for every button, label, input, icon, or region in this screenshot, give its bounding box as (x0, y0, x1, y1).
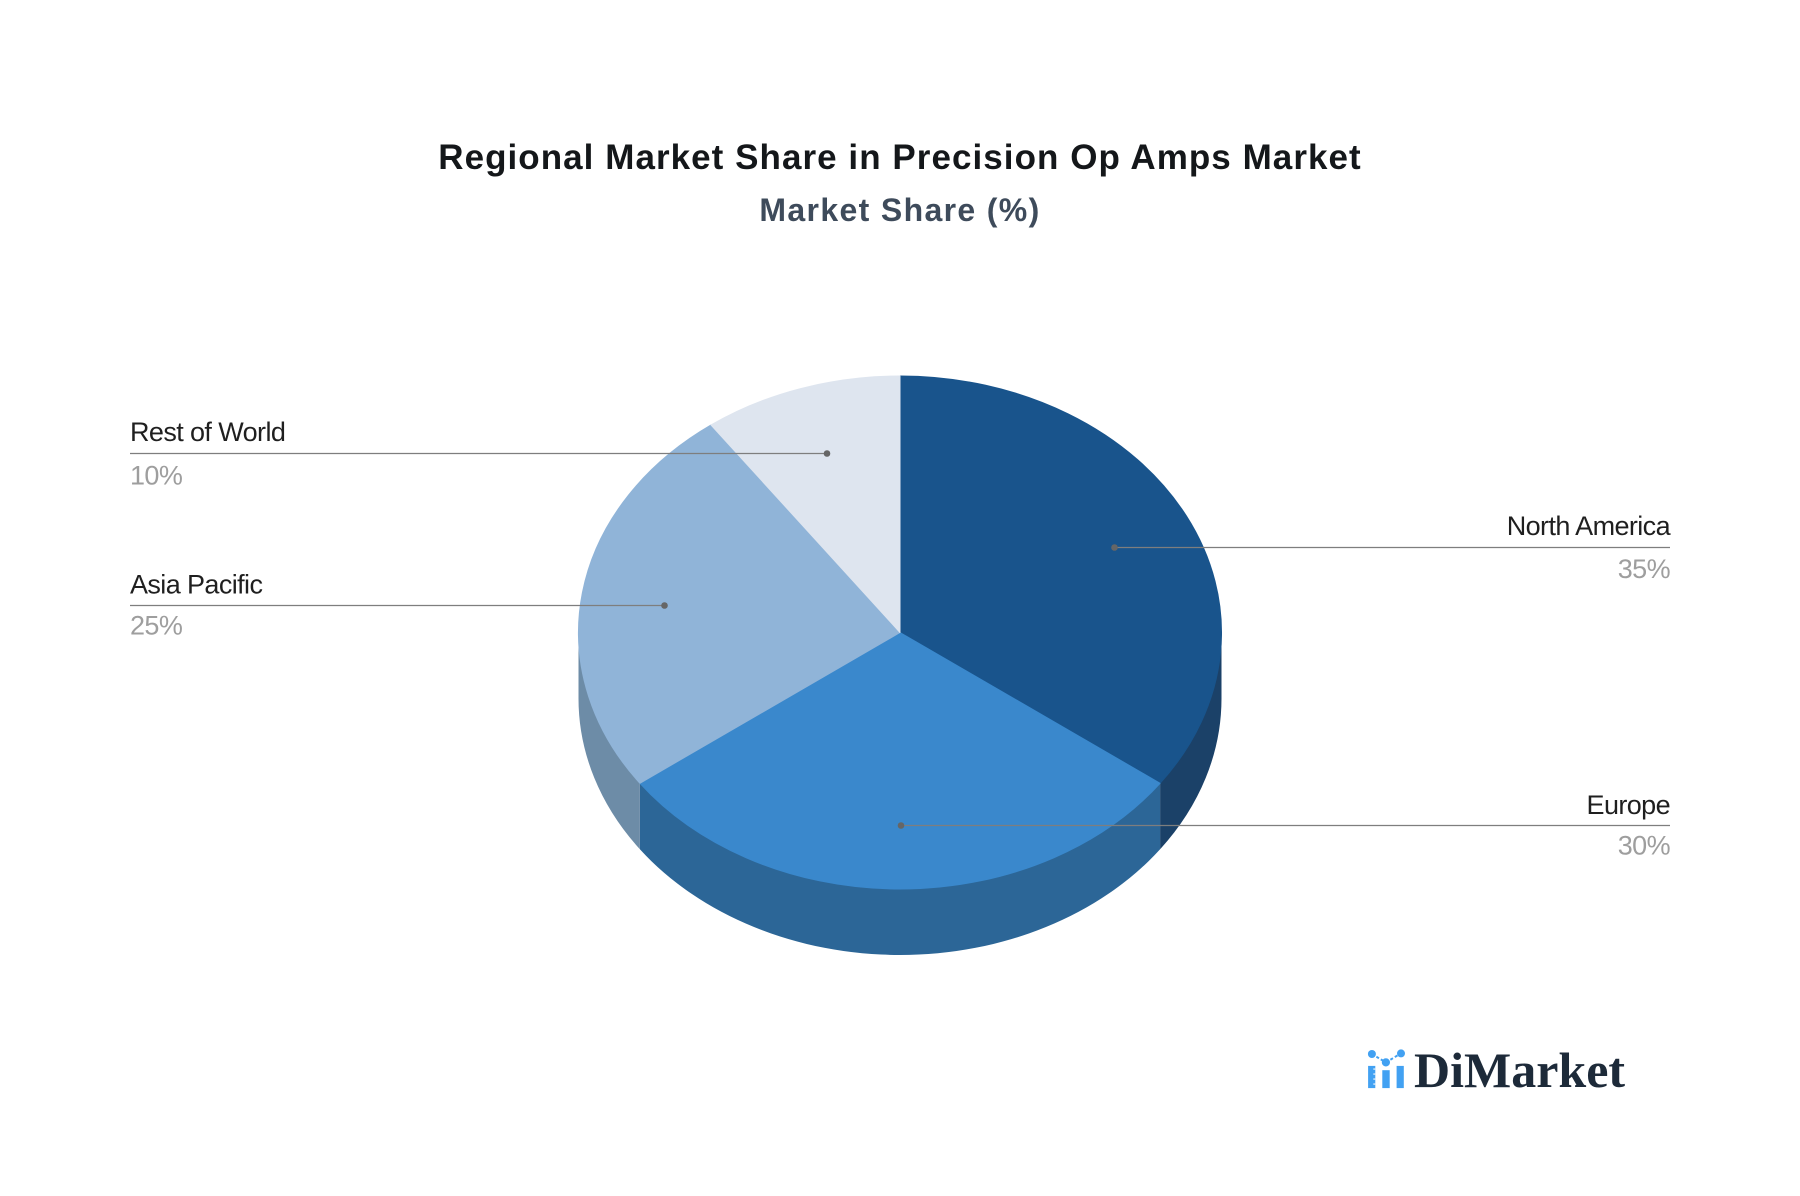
svg-text:DiMarket: DiMarket (1414, 1042, 1625, 1098)
svg-text:Asia Pacific: Asia Pacific (130, 570, 262, 600)
svg-text:North America: North America (1507, 511, 1672, 541)
svg-text:10%: 10% (130, 461, 183, 491)
svg-text:35%: 35% (1618, 554, 1671, 584)
svg-text:Regional Market Share in Preci: Regional Market Share in Precision Op Am… (438, 138, 1361, 177)
svg-text:Rest of World: Rest of World (130, 417, 285, 447)
svg-text:30%: 30% (1618, 830, 1671, 860)
svg-text:Market Share (%): Market Share (%) (759, 192, 1040, 228)
svg-text:Europe: Europe (1587, 790, 1670, 820)
svg-text:25%: 25% (130, 611, 183, 641)
